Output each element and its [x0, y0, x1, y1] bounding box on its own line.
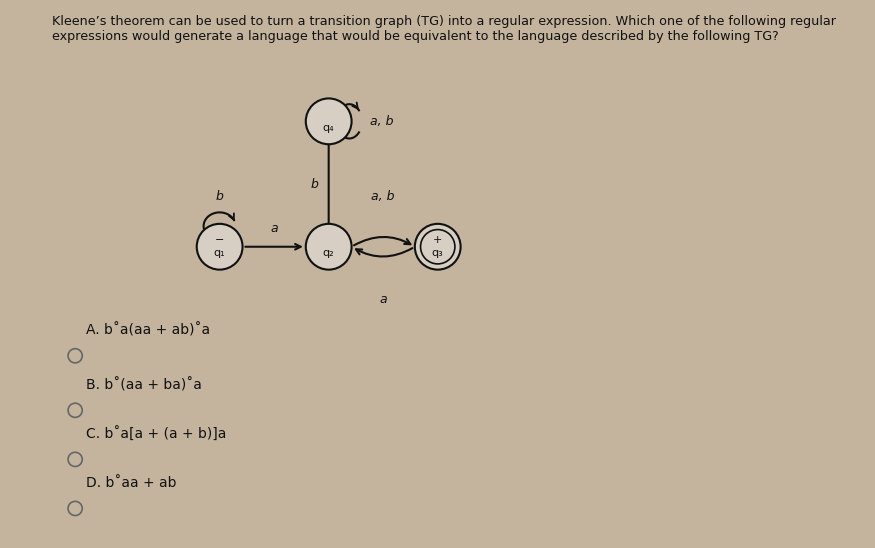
Text: q₁: q₁	[214, 248, 226, 258]
Text: C. b˚a[a + (a + b)]a: C. b˚a[a + (a + b)]a	[86, 426, 227, 441]
Circle shape	[197, 224, 242, 270]
Text: b: b	[311, 178, 318, 191]
Text: −: −	[215, 235, 224, 245]
Circle shape	[305, 99, 352, 144]
Circle shape	[305, 224, 352, 270]
Text: q₄: q₄	[323, 123, 334, 133]
Circle shape	[415, 224, 460, 270]
Text: a, b: a, b	[370, 115, 394, 128]
Text: a, b: a, b	[372, 190, 395, 203]
Text: a: a	[270, 222, 278, 235]
Text: q₂: q₂	[323, 248, 334, 258]
Text: a: a	[380, 293, 387, 306]
Text: B. b˚(aa + ba)˚a: B. b˚(aa + ba)˚a	[86, 378, 202, 392]
Text: b: b	[216, 190, 224, 203]
Text: A. b˚a(aa + ab)˚a: A. b˚a(aa + ab)˚a	[86, 323, 210, 338]
Text: D. b˚aa + ab: D. b˚aa + ab	[86, 476, 177, 490]
Text: Kleene’s theorem can be used to turn a transition graph (TG) into a regular expr: Kleene’s theorem can be used to turn a t…	[52, 15, 836, 43]
Text: +: +	[433, 235, 443, 245]
Text: q₃: q₃	[432, 248, 444, 258]
